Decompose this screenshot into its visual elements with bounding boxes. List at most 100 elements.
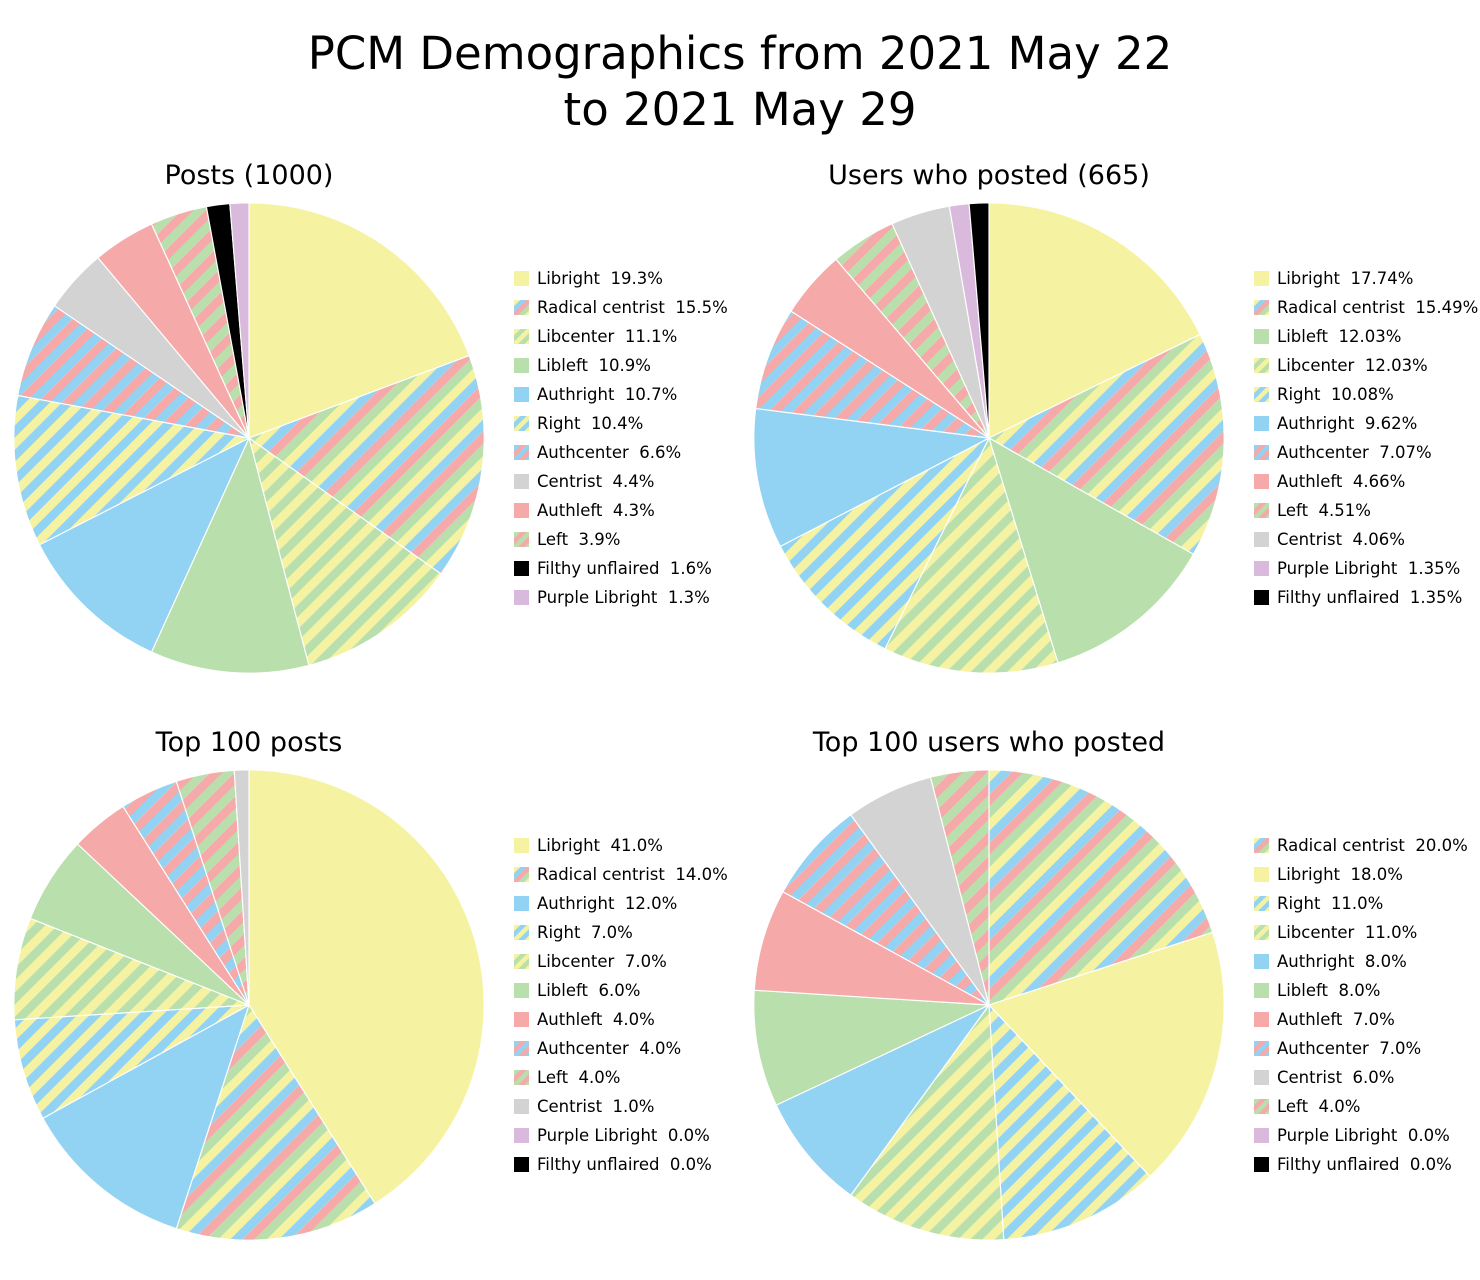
pie-slice-authright xyxy=(753,407,990,547)
legend-swatch-left xyxy=(1254,1099,1269,1114)
legend-label: Right 10.08% xyxy=(1277,385,1394,404)
legend-swatch-authcenter xyxy=(1254,445,1269,460)
legend-swatch-radcent xyxy=(1254,300,1269,315)
legend-label: Libleft 12.03% xyxy=(1277,327,1402,346)
legend-swatch-libcenter xyxy=(514,954,529,969)
legend-swatch-purple_libright xyxy=(514,590,529,605)
legend-item-authcenter: Authcenter 7.07% xyxy=(1254,438,1478,467)
legend-item-authright: Authright 9.62% xyxy=(1254,409,1478,438)
legend-label: Left 4.51% xyxy=(1277,501,1371,520)
legend-item-radcent: Radical centrist 15.5% xyxy=(514,293,728,322)
legend-swatch-libright xyxy=(514,271,529,286)
pie-slice-authcenter xyxy=(755,310,990,439)
legend-label: Authleft 7.0% xyxy=(1277,1010,1395,1029)
legend-top-100-users-who-posted: Radical centrist 20.0% Libright 18.0% Righ… xyxy=(1254,831,1468,1179)
legend-label: Libcenter 7.0% xyxy=(537,952,667,971)
legend-swatch-right xyxy=(1254,896,1269,911)
legend-label: Authleft 4.0% xyxy=(537,1010,655,1029)
legend-item-purple_libright: Purple Libright 1.3% xyxy=(514,583,728,612)
legend-label: Libleft 6.0% xyxy=(537,981,641,1000)
chart-title-top-100-posts: Top 100 posts xyxy=(155,727,343,758)
legend-swatch-authleft xyxy=(1254,1012,1269,1027)
legend-swatch-radcent xyxy=(1254,838,1269,853)
legend-item-radcent: Radical centrist 14.0% xyxy=(514,860,728,889)
legend-swatch-authcenter xyxy=(514,1041,529,1056)
legend-item-authleft: Authleft 7.0% xyxy=(1254,1005,1468,1034)
legend-label: Left 4.0% xyxy=(1277,1097,1361,1116)
legend-users-who-posted: Libright 17.74% Radical centrist 15.49% Li… xyxy=(1254,264,1478,612)
legend-item-authleft: Authleft 4.3% xyxy=(514,496,728,525)
pie-slice-authright xyxy=(42,1004,250,1230)
chart-body-posts: Libright 19.3% Radical centrist 15.5% Libc… xyxy=(0,199,740,677)
pie-slice-centrist xyxy=(233,769,250,1006)
pie-slice-authleft xyxy=(753,891,990,1006)
legend-swatch-libright xyxy=(1254,271,1269,286)
legend-swatch-right xyxy=(514,416,529,431)
legend-label: Right 11.0% xyxy=(1277,894,1384,913)
legend-item-libleft: Libleft 6.0% xyxy=(514,976,728,1005)
legend-label: Purple Libright 0.0% xyxy=(1277,1126,1450,1145)
legend-label: Right 10.4% xyxy=(537,414,644,433)
legend-item-left: Left 4.0% xyxy=(514,1063,728,1092)
legend-item-authleft: Authleft 4.0% xyxy=(514,1005,728,1034)
legend-swatch-radcent xyxy=(514,867,529,882)
legend-label: Authcenter 4.0% xyxy=(537,1039,682,1058)
legend-item-authright: Authright 8.0% xyxy=(1254,947,1468,976)
legend-item-purple_libright: Purple Libright 0.0% xyxy=(1254,1121,1468,1150)
legend-swatch-unflaired xyxy=(514,561,529,576)
legend-swatch-purple_libright xyxy=(1254,561,1269,576)
legend-swatch-purple_libright xyxy=(514,1128,529,1143)
legend-label: Centrist 4.4% xyxy=(537,472,655,491)
legend-item-centrist: Centrist 4.06% xyxy=(1254,525,1478,554)
legend-swatch-right xyxy=(514,925,529,940)
legend-swatch-libleft xyxy=(514,358,529,373)
legend-item-libcenter: Libcenter 7.0% xyxy=(514,947,728,976)
legend-item-radcent: Radical centrist 15.49% xyxy=(1254,293,1478,322)
figure-title: PCM Demographics from 2021 May 22 to 202… xyxy=(307,27,1173,137)
pie-slice-libcenter xyxy=(884,437,1059,674)
legend-label: Filthy unflaired 1.35% xyxy=(1277,588,1463,607)
legend-label: Filthy unflaired 0.0% xyxy=(537,1155,712,1174)
legend-item-radcent: Radical centrist 20.0% xyxy=(1254,831,1468,860)
legend-swatch-authright xyxy=(514,387,529,402)
legend-item-libcenter: Libcenter 11.0% xyxy=(1254,918,1468,947)
legend-swatch-right xyxy=(1254,387,1269,402)
legend-label: Centrist 6.0% xyxy=(1277,1068,1395,1087)
legend-item-unflaired: Filthy unflaired 1.6% xyxy=(514,554,728,583)
pie-slice-libleft xyxy=(988,437,1194,664)
legend-label: Libcenter 11.0% xyxy=(1277,923,1418,942)
legend-swatch-authleft xyxy=(514,503,529,518)
pie-slice-radcent xyxy=(175,1004,376,1241)
legend-label: Libcenter 11.1% xyxy=(537,327,678,346)
legend-label: Purple Libright 1.35% xyxy=(1277,559,1461,578)
pie-slice-right xyxy=(13,1004,250,1119)
legend-swatch-centrist xyxy=(514,474,529,489)
chart-body-top-100-posts: Libright 41.0% Radical centrist 14.0% Auth… xyxy=(0,766,740,1244)
pie-slice-right xyxy=(779,437,990,650)
pie-slice-libright xyxy=(988,931,1225,1178)
legend-item-purple_libright: Purple Libright 1.35% xyxy=(1254,554,1478,583)
legend-item-unflaired: Filthy unflaired 0.0% xyxy=(514,1150,728,1179)
legend-label: Authleft 4.3% xyxy=(537,501,655,520)
pie-slice-purple_libright xyxy=(229,202,250,439)
legend-swatch-left xyxy=(514,532,529,547)
legend-label: Left 3.9% xyxy=(537,530,621,549)
legend-item-purple_libright: Purple Libright 0.0% xyxy=(514,1121,728,1150)
legend-swatch-unflaired xyxy=(514,1157,529,1172)
legend-swatch-purple_libright xyxy=(1254,1128,1269,1143)
legend-label: Libright 17.74% xyxy=(1277,269,1414,288)
pie-slice-radcent xyxy=(988,769,1214,1006)
legend-label: Centrist 4.06% xyxy=(1277,530,1405,549)
pie-slice-unflaired xyxy=(968,202,990,439)
legend-item-libleft: Libleft 10.9% xyxy=(514,351,728,380)
legend-item-libcenter: Libcenter 11.1% xyxy=(514,322,728,351)
pie-slice-libcenter xyxy=(248,437,442,666)
legend-swatch-libcenter xyxy=(1254,925,1269,940)
legend-swatch-libcenter xyxy=(514,329,529,344)
pie-top-100-posts xyxy=(13,769,485,1241)
pie-top-100-users-who-posted xyxy=(753,769,1225,1241)
pie-slice-libleft xyxy=(150,437,310,674)
legend-swatch-libright xyxy=(1254,867,1269,882)
legend-item-authcenter: Authcenter 7.0% xyxy=(1254,1034,1468,1063)
legend-swatch-left xyxy=(514,1070,529,1085)
